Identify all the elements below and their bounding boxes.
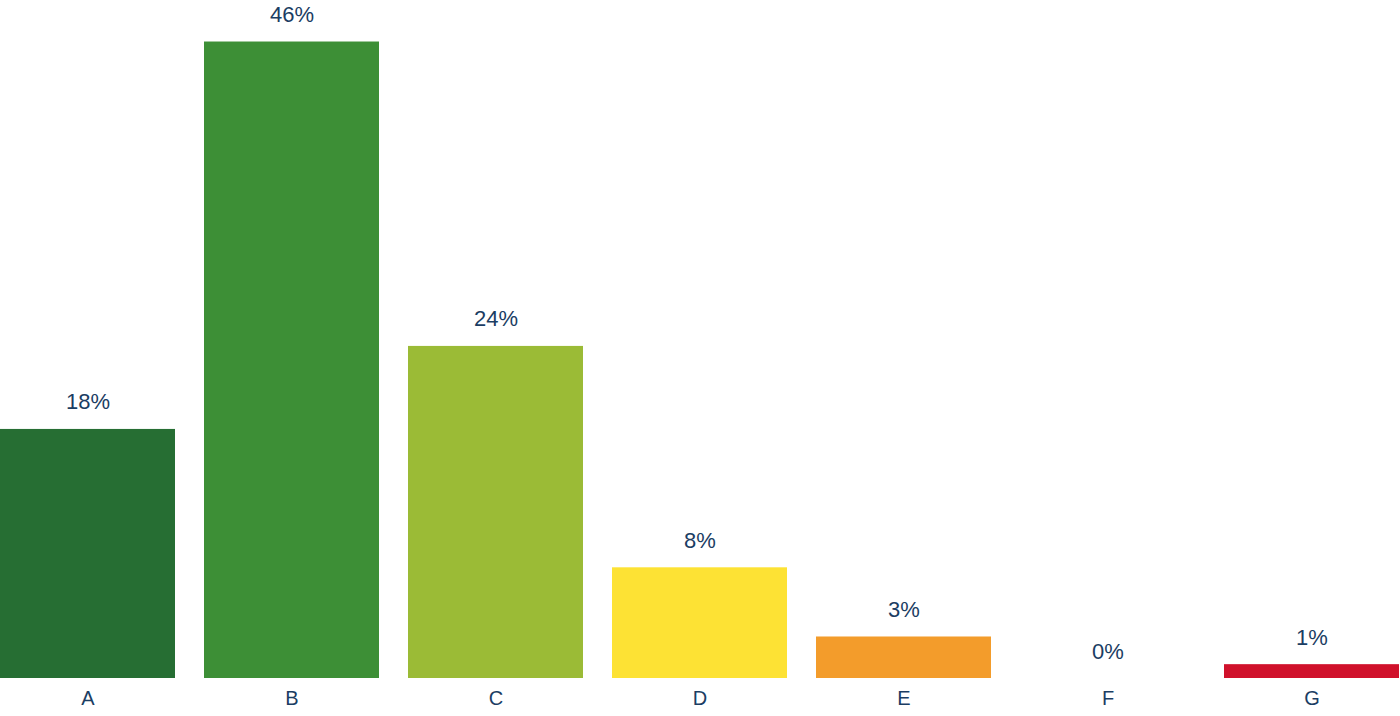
svg-text:D: D bbox=[693, 687, 707, 709]
svg-text:24%: 24% bbox=[474, 306, 518, 331]
svg-text:8%: 8% bbox=[684, 528, 716, 553]
svg-text:3%: 3% bbox=[888, 597, 920, 622]
svg-text:E: E bbox=[897, 687, 910, 709]
svg-text:G: G bbox=[1304, 687, 1320, 709]
svg-text:46%: 46% bbox=[270, 2, 314, 27]
svg-text:A: A bbox=[81, 687, 95, 709]
svg-text:0%: 0% bbox=[1092, 639, 1124, 664]
svg-text:18%: 18% bbox=[66, 389, 110, 414]
svg-text:F: F bbox=[1102, 687, 1114, 709]
svg-text:C: C bbox=[489, 687, 503, 709]
svg-text:B: B bbox=[285, 687, 298, 709]
svg-text:1%: 1% bbox=[1296, 625, 1328, 650]
